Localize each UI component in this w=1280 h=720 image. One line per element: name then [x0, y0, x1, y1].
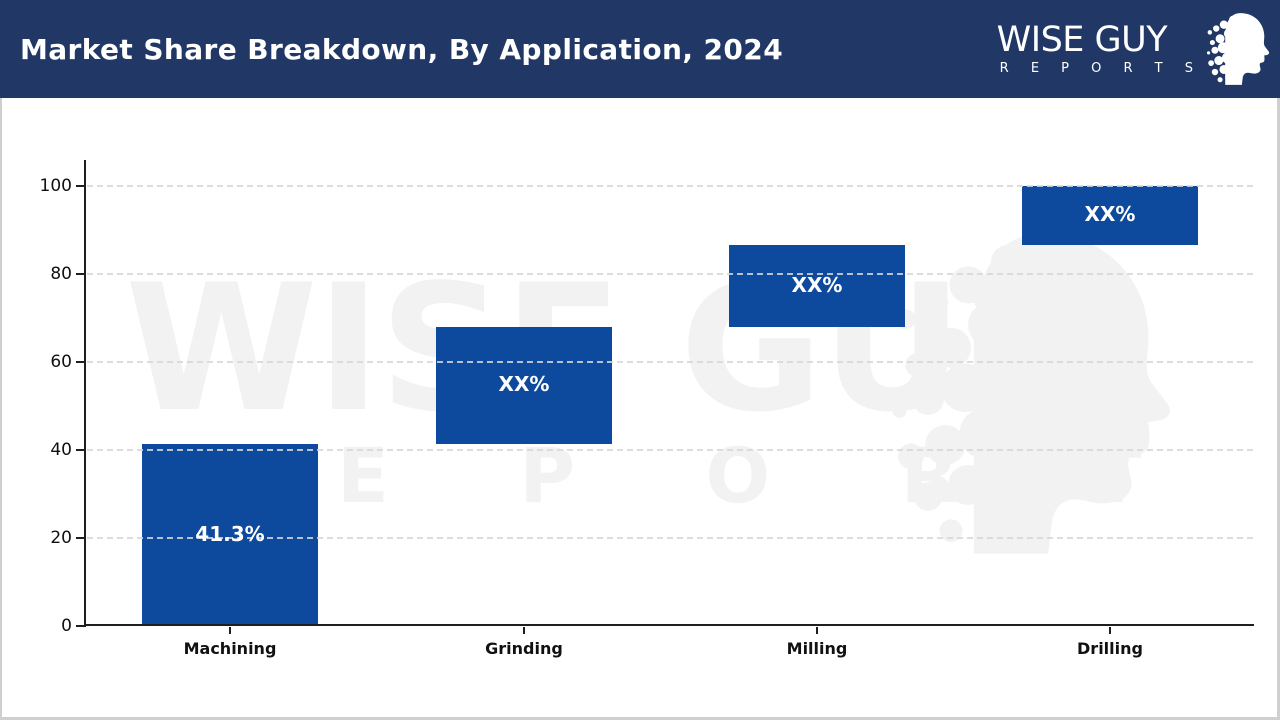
dotted-face-icon	[1206, 13, 1270, 85]
bar-value-label: XX%	[1084, 202, 1136, 227]
page-border-left	[0, 98, 2, 720]
wise-guy-logo: WISE GUY R E P O R T S	[997, 9, 1280, 89]
y-tick	[76, 625, 85, 627]
logo-subtitle: R E P O R T S	[999, 60, 1202, 76]
y-tick-label: 60	[50, 351, 72, 372]
x-tick	[229, 627, 231, 634]
category-label-drilling: Drilling	[1077, 639, 1143, 658]
logo-wordmark: WISE GUY	[996, 19, 1168, 60]
y-tick	[76, 448, 85, 451]
y-tick-label: 0	[61, 616, 72, 636]
x-tick	[523, 627, 525, 634]
x-axis-spine	[84, 624, 1254, 626]
bar-grinding	[436, 326, 612, 445]
gridline-20	[87, 536, 1253, 539]
y-tick	[76, 360, 85, 363]
bar-value-label: XX%	[791, 273, 843, 298]
category-label-machining: Machining	[183, 639, 277, 658]
category-label-grinding: Grinding	[485, 639, 563, 658]
x-tick	[1109, 627, 1111, 634]
x-tick	[816, 627, 818, 634]
bar-drilling	[1022, 185, 1198, 246]
y-tick-label: 100	[39, 175, 72, 196]
gridline-40	[87, 448, 1253, 451]
header-bar: Market Share Breakdown, By Application, …	[0, 0, 1280, 98]
logo-text: WISE GUY R E P O R T S	[996, 19, 1202, 76]
bar-machining	[142, 444, 318, 626]
y-tick-label: 20	[50, 527, 72, 548]
y-axis-spine	[84, 160, 86, 627]
y-tick	[76, 272, 85, 275]
y-tick	[76, 184, 85, 187]
page-border-bottom	[0, 717, 1280, 720]
page-border-right	[1277, 98, 1280, 720]
gridline-60	[87, 360, 1253, 363]
y-tick	[76, 536, 85, 539]
y-tick-label: 40	[50, 439, 72, 460]
page-title: Market Share Breakdown, By Application, …	[20, 32, 784, 66]
bar-value-label: 41.3%	[195, 522, 265, 547]
bar-milling	[729, 245, 905, 327]
gridline-80	[87, 272, 1253, 275]
bar-value-label: XX%	[498, 372, 550, 397]
y-tick-label: 80	[50, 263, 72, 284]
gridline-100	[87, 184, 1253, 187]
category-label-milling: Milling	[786, 639, 848, 658]
